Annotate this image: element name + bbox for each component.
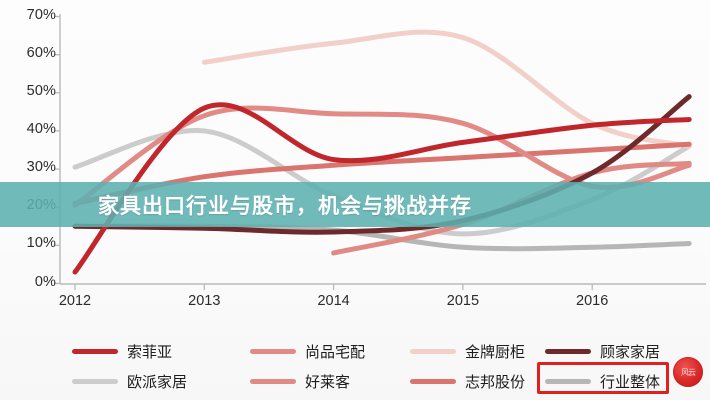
legend-label: 欧派家居 (127, 372, 188, 391)
y-tick-label-50: 50% (26, 82, 56, 99)
title-banner-overlay: 家具出口行业与股市，机会与挑战并存 (0, 182, 710, 227)
legend-label: 行业整体 (600, 372, 661, 391)
x-tick-label-2014: 2014 (317, 293, 350, 309)
legend-label: 志邦股份 (465, 372, 526, 391)
legend-item-金牌厨柜[interactable]: 金牌厨柜 (410, 336, 525, 366)
legend-label: 索菲亚 (127, 342, 173, 361)
legend-label: 金牌厨柜 (465, 342, 526, 361)
legend-item-志邦股份[interactable]: 志邦股份 (410, 366, 525, 396)
series-line-顾家家居 (72, 94, 692, 235)
series-line-金牌厨柜 (201, 29, 692, 149)
legend-label: 尚品宅配 (305, 342, 366, 361)
legend-swatch-icon (410, 378, 456, 384)
legend-swatch-icon (250, 348, 296, 354)
red-seal-watermark-icon: 风云 (673, 357, 703, 387)
y-tick-label-30: 30% (26, 159, 56, 176)
legend-swatch-icon (72, 378, 118, 384)
y-tick-label-0: 0% (34, 273, 56, 290)
y-axis-labels: 0%10%20%30%40%50%60%70% (0, 0, 56, 330)
legend-item-行业整体[interactable]: 行业整体 (545, 366, 660, 396)
legend-swatch-icon (410, 348, 456, 354)
y-tick-label-60: 60% (26, 44, 56, 61)
legend-highlight-box (537, 362, 669, 394)
x-tick-label-2013: 2013 (188, 293, 221, 309)
legend-swatch-icon (545, 378, 591, 384)
y-tick-label-70: 70% (26, 6, 56, 23)
legend-item-尚品宅配[interactable]: 尚品宅配 (250, 336, 365, 366)
chart-svg (54, 14, 706, 290)
legend-item-欧派家居[interactable]: 欧派家居 (72, 366, 187, 396)
legend-label: 顾家家居 (600, 342, 661, 361)
series-line-索菲亚 (72, 102, 692, 275)
legend-swatch-icon (72, 348, 118, 354)
legend-item-索菲亚[interactable]: 索菲亚 (72, 336, 172, 366)
legend-swatch-icon (250, 378, 296, 384)
x-tick-label-2016: 2016 (576, 293, 609, 309)
x-tick-label-2012: 2012 (58, 293, 92, 309)
legend-swatch-icon (545, 348, 591, 354)
legend-item-顾家家居[interactable]: 顾家家居 (545, 336, 660, 366)
legend-row-bottom: 欧派家居 好莱客 志邦股份 行业整体 (0, 366, 710, 396)
legend-row-top: 索菲亚 尚品宅配 金牌厨柜 顾家家居 (0, 336, 710, 366)
y-tick-label-10: 10% (26, 235, 56, 252)
series-lines (72, 29, 692, 275)
x-axis-ticks (74, 284, 593, 290)
legend-label: 好莱客 (305, 372, 351, 391)
line-chart: 0%10%20%30%40%50%60%70% 2012201320142015… (0, 0, 706, 330)
legend-item-好莱客[interactable]: 好莱客 (250, 366, 350, 396)
chart-legend: 索菲亚 尚品宅配 金牌厨柜 顾家家居 欧派家居 好莱客 志邦股份 行业整体 (0, 330, 710, 400)
series-line-志邦股份 (72, 141, 692, 206)
x-tick-label-2015: 2015 (446, 293, 480, 309)
y-tick-label-40: 40% (26, 120, 56, 137)
banner-title-text: 家具出口行业与股市，机会与挑战并存 (98, 193, 472, 218)
